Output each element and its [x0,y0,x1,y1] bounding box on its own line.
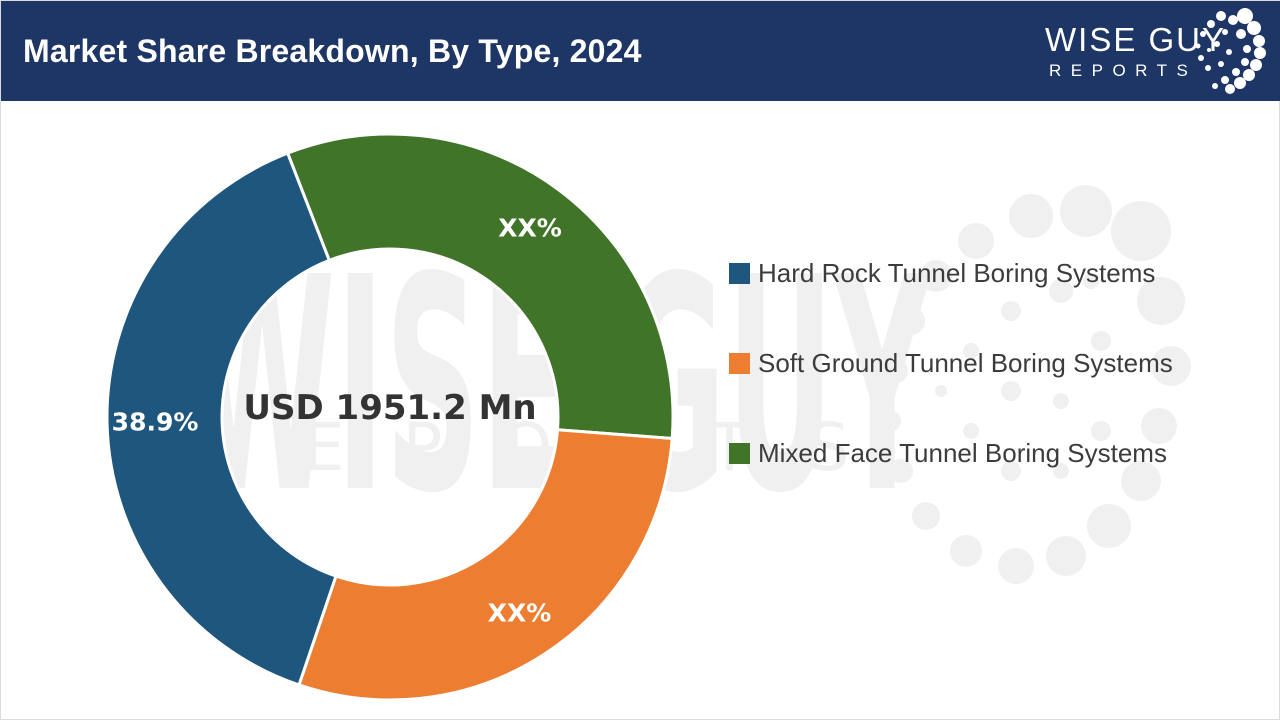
legend-label: Mixed Face Tunnel Boring Systems [758,437,1167,468]
pie-segment [105,151,338,687]
legend-swatch-icon [729,442,750,464]
legend-label: Soft Ground Tunnel Boring Systems [758,347,1173,378]
slice-label: XX% [487,598,552,628]
slice-label: XX% [498,213,562,243]
legend-label: Hard Rock Tunnel Boring Systems [758,257,1156,288]
wise-guy-reports-logo: WISE GUY REPORTS [1041,1,1280,101]
chart-center-value: USD 1951.2 Mn [243,388,537,428]
page-title: Market Share Breakdown, By Type, 2024 [23,32,642,69]
donut-chart: USD 1951.2 Mn XX% XX% 38.9% [105,132,675,702]
slice-label: 38.9% [111,407,199,437]
legend-item-mixed-face: Mixed Face Tunnel Boring Systems [729,435,1167,471]
legend-swatch-icon [729,262,750,284]
logo-reports-text: REPORTS [1049,61,1198,80]
pie-segment [297,428,674,702]
legend-item-soft-ground: Soft Ground Tunnel Boring Systems [729,345,1173,381]
legend-swatch-icon [729,352,750,374]
legend-item-hard-rock: Hard Rock Tunnel Boring Systems [729,255,1155,291]
logo-head-icon [1195,8,1266,94]
pie-segment [286,132,675,441]
donut-svg [105,132,675,702]
logo-wiseguy-text: WISE GUY [1045,21,1227,58]
watermark-head-graphic [881,185,1191,584]
header-bar: Market Share Breakdown, By Type, 2024 WI… [1,1,1280,101]
